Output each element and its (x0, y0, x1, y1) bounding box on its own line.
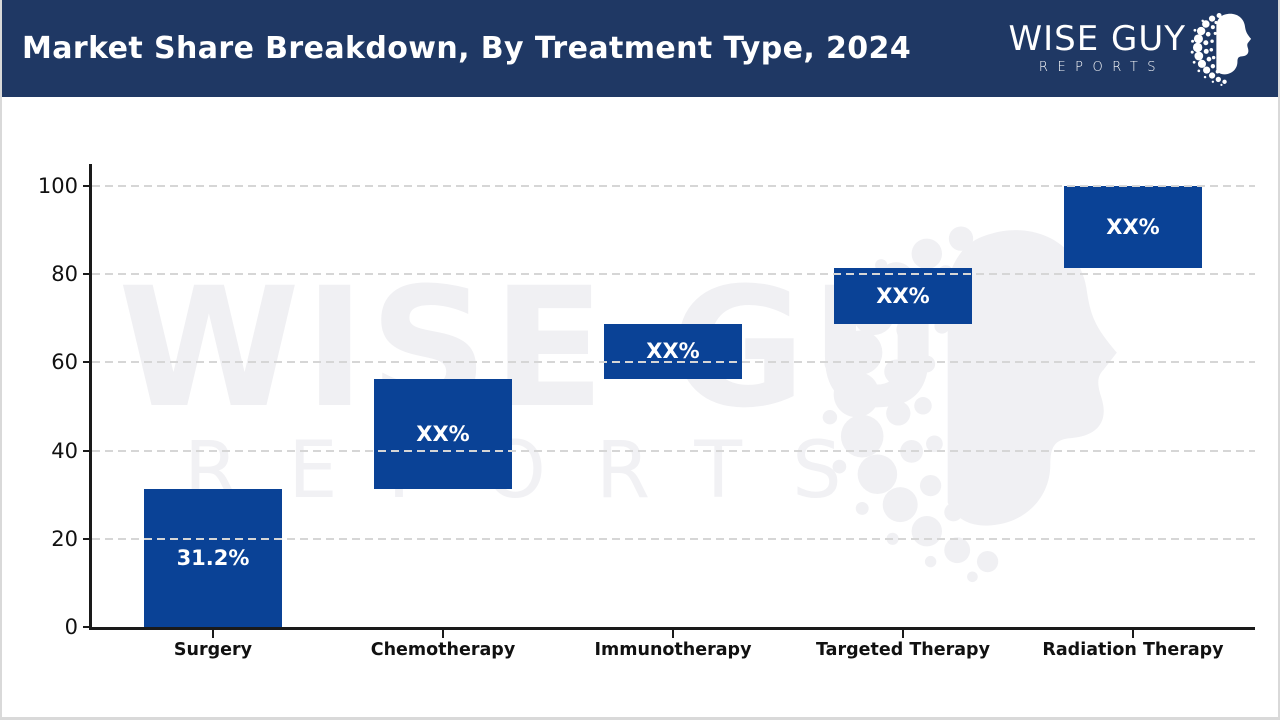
gridline-60 (92, 361, 1255, 364)
bar-immunotherapy: XX% (604, 323, 742, 380)
header: Market Share Breakdown, By Treatment Typ… (2, 0, 1278, 97)
watermark-subtext: REPORTS (184, 426, 892, 516)
bar-surgery: 31.2% (144, 489, 282, 627)
x-tick-label-surgery: Surgery (173, 640, 253, 660)
y-tick-mark-80 (83, 273, 91, 276)
x-tick-label-chemotherapy: Chemotherapy (370, 640, 516, 660)
x-tick-label-immunotherapy: Immunotherapy (594, 640, 752, 660)
y-tick-mark-20 (83, 537, 91, 540)
x-tick-label-targeted-therapy: Targeted Therapy (815, 640, 990, 660)
y-tick-label-40: 40 (51, 438, 78, 463)
logo-face-icon (1190, 12, 1252, 86)
x-tick-mark-targeted-therapy (902, 630, 904, 638)
y-axis-spine (89, 164, 92, 629)
bar-value-label-chemotherapy: XX% (416, 422, 470, 447)
bar-value-label-radiation-therapy: XX% (1106, 215, 1160, 240)
x-tick-mark-radiation-therapy (1132, 630, 1134, 638)
wise-guy-logo: WISE GUY REPORTS (1008, 6, 1262, 92)
gridline-40 (92, 449, 1255, 452)
x-axis-spine (89, 627, 1255, 630)
logo-text: WISE GUY REPORTS (1008, 22, 1186, 75)
x-tick-mark-immunotherapy (672, 630, 674, 638)
y-tick-mark-100 (83, 185, 91, 187)
y-tick-label-100: 100 (37, 174, 78, 198)
bar-value-label-surgery: 31.2% (176, 546, 250, 571)
x-tick-label-radiation-therapy: Radiation Therapy (1042, 640, 1224, 660)
bar-value-label-immunotherapy: XX% (646, 339, 700, 364)
gridline-20 (92, 537, 1255, 540)
bar-radiation-therapy: XX% (1064, 186, 1202, 269)
x-tick-mark-chemotherapy (442, 630, 444, 638)
bar-targeted-therapy: XX% (834, 268, 972, 324)
bar-value-label-targeted-therapy: XX% (876, 284, 930, 309)
y-tick-mark-40 (83, 449, 91, 452)
logo-subtext: REPORTS (1038, 60, 1166, 75)
logo-wordmark: WISE GUY (1008, 19, 1186, 59)
y-tick-mark-60 (83, 361, 91, 364)
bar-chemotherapy: XX% (374, 379, 512, 490)
page-title: Market Share Breakdown, By Treatment Typ… (22, 31, 912, 66)
y-tick-label-20: 20 (51, 526, 78, 551)
y-tick-mark-0 (83, 626, 91, 628)
gridline-80 (92, 273, 1255, 276)
y-tick-label-80: 80 (51, 262, 78, 287)
y-tick-label-0: 0 (64, 615, 78, 639)
x-tick-mark-surgery (212, 630, 214, 638)
y-tick-label-60: 60 (51, 350, 78, 375)
gridline-100 (92, 185, 1255, 187)
